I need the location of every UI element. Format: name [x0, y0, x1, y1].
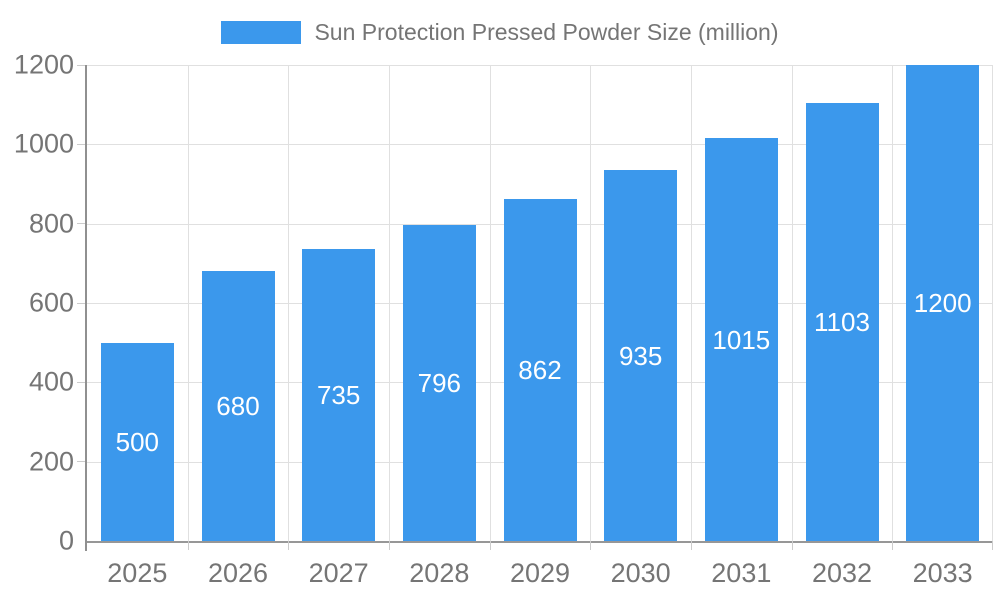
y-tick-label: 1200 — [13, 49, 74, 80]
y-tick-label: 800 — [28, 208, 74, 239]
x-tick-mark — [892, 541, 894, 550]
bar-value-label: 1200 — [913, 288, 972, 318]
bar[interactable]: 680 — [201, 271, 275, 541]
bar[interactable]: 1103 — [805, 103, 879, 541]
x-tick-mark — [187, 541, 189, 550]
y-tick-label: 0 — [58, 525, 74, 556]
gridline-vertical — [489, 65, 491, 541]
bar[interactable]: 1200 — [906, 65, 980, 541]
bar-value-label: 735 — [316, 380, 361, 411]
y-tick-label: 200 — [28, 446, 74, 477]
y-tick-mark — [77, 143, 85, 145]
legend: Sun Protection Pressed Powder Size (mill… — [0, 16, 1000, 48]
bar[interactable]: 500 — [100, 342, 174, 541]
gridline-horizontal — [87, 144, 993, 146]
y-tick-mark — [77, 381, 85, 383]
x-tick-label: 2030 — [610, 558, 671, 588]
x-tick-label: 2027 — [308, 558, 369, 588]
x-tick-label: 2033 — [912, 558, 973, 588]
x-axis-line — [85, 541, 993, 543]
bar-value-label: 1103 — [814, 307, 870, 338]
x-tick-label: 2028 — [409, 558, 470, 588]
y-tick-label: 1000 — [13, 128, 74, 159]
gridline-vertical — [791, 65, 793, 541]
x-tick-mark — [691, 541, 692, 550]
y-tick-label: 400 — [28, 366, 74, 397]
y-tick-label: 600 — [28, 287, 74, 318]
x-tick-mark — [992, 541, 993, 550]
bar[interactable]: 1015 — [704, 138, 778, 541]
gridline-vertical — [389, 65, 390, 541]
bar-value-label: 935 — [618, 340, 663, 371]
x-tick-label: 2026 — [207, 558, 269, 588]
legend-label: Sun Protection Pressed Powder Size (mill… — [314, 18, 779, 45]
bar-value-label: 796 — [417, 368, 462, 399]
bar[interactable]: 935 — [604, 170, 678, 541]
bar[interactable]: 796 — [402, 225, 476, 541]
gridline-vertical — [187, 65, 189, 541]
x-tick-mark — [791, 541, 793, 550]
gridline-vertical — [892, 65, 894, 541]
x-tick-mark — [489, 541, 491, 550]
bar-value-label: 1015 — [712, 324, 771, 355]
y-tick-mark — [77, 223, 85, 225]
gridline-vertical — [992, 65, 993, 541]
bar-value-label: 680 — [216, 391, 260, 422]
x-tick-label: 2031 — [711, 558, 772, 588]
y-axis-line — [85, 65, 87, 551]
gridline-vertical — [288, 65, 290, 541]
x-tick-label: 2029 — [509, 558, 571, 588]
plot-area: 0 200 400 600 800 1000 1200 500 2025 680 2026 735 20… — [14, 51, 993, 587]
y-tick-mark — [77, 64, 85, 66]
gridline-vertical — [691, 65, 692, 541]
bar-value-label: 862 — [518, 355, 562, 386]
gridline-horizontal — [87, 65, 993, 66]
x-tick-mark — [288, 541, 290, 550]
x-tick-mark — [389, 541, 390, 550]
legend-item[interactable]: Sun Protection Pressed Powder Size (mill… — [221, 18, 779, 46]
x-tick-mark — [85, 541, 87, 551]
legend-swatch-icon — [221, 20, 302, 44]
x-tick-mark — [590, 541, 592, 550]
y-tick-mark — [77, 302, 85, 304]
bar[interactable]: 862 — [503, 199, 577, 541]
y-tick-mark — [77, 461, 85, 463]
x-tick-label: 2025 — [107, 558, 168, 588]
bar[interactable]: 735 — [302, 249, 376, 541]
x-tick-label: 2032 — [811, 558, 873, 588]
bar-value-label: 500 — [115, 426, 160, 457]
gridline-vertical — [590, 65, 592, 541]
